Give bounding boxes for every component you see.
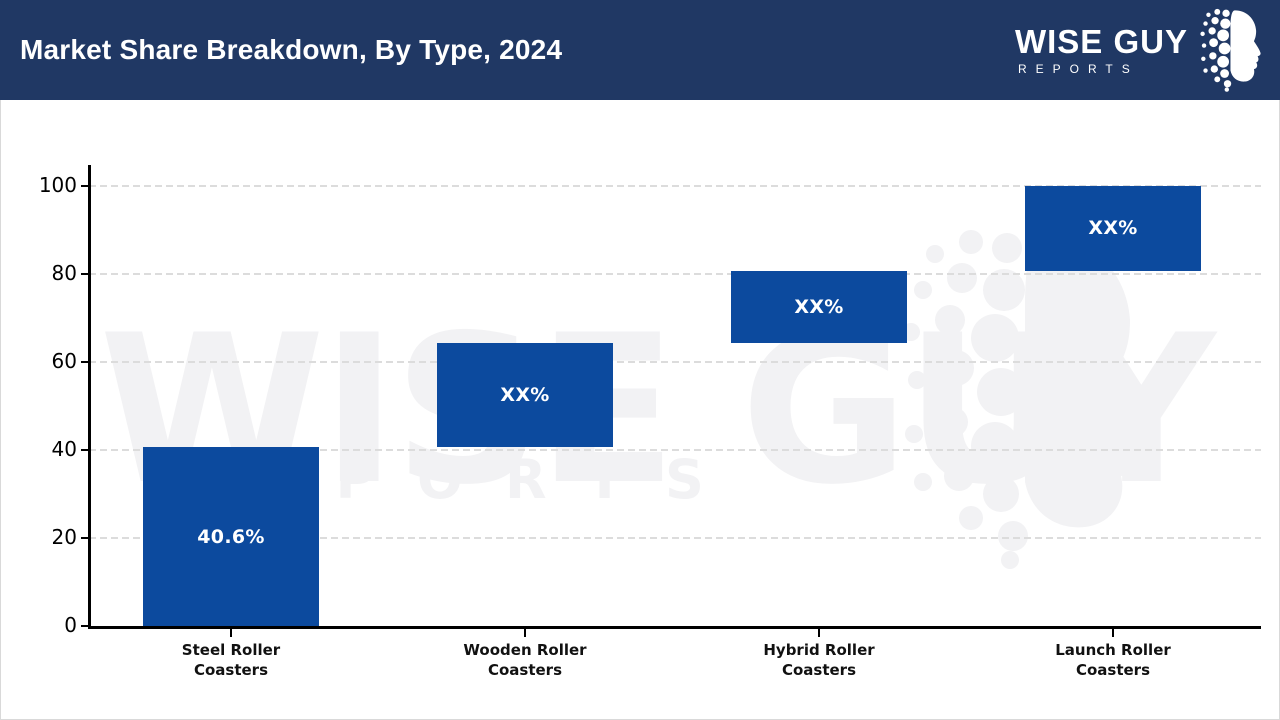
- y-tick-label: 40: [51, 437, 77, 461]
- x-category-line: Coasters: [781, 661, 857, 679]
- x-category-label: Wooden Roller Coasters: [415, 640, 635, 680]
- y-tick-mark: [81, 361, 89, 363]
- bar-value-label: XX%: [794, 295, 844, 318]
- bar-segment: 40.6%: [143, 447, 319, 626]
- x-category-line: Coasters: [193, 661, 269, 679]
- gridline: [89, 537, 1261, 539]
- y-tick-mark: [81, 537, 89, 539]
- wiseguy-logo: WISE GUY REPORTS: [1015, 6, 1266, 94]
- x-tick-mark: [1112, 629, 1114, 637]
- logo-wordmark: WISE GUY: [1014, 22, 1188, 60]
- bar-segment: XX%: [437, 343, 613, 448]
- logo-text: WISE GUY REPORTS: [1014, 22, 1188, 76]
- y-tick-label: 80: [51, 261, 77, 285]
- y-tick-label: 100: [38, 173, 77, 197]
- gridline: [89, 449, 1261, 451]
- y-tick-mark: [81, 449, 89, 451]
- x-category-line: Launch Roller: [1055, 641, 1171, 659]
- x-category-line: Wooden Roller: [463, 641, 587, 659]
- y-tick-mark: [81, 273, 89, 275]
- bar-segment: XX%: [1025, 186, 1201, 271]
- x-category-line: Coasters: [487, 661, 563, 679]
- y-tick-mark: [81, 625, 89, 627]
- x-category-label: Launch Roller Coasters: [1003, 640, 1223, 680]
- gridline: [89, 273, 1261, 275]
- header: Market Share Breakdown, By Type, 2024 WI…: [0, 0, 1280, 100]
- bar-value-label: XX%: [500, 384, 550, 407]
- x-tick-mark: [230, 629, 232, 637]
- y-tick-label: 20: [51, 525, 77, 549]
- y-tick-label: 60: [51, 349, 77, 373]
- x-tick-mark: [818, 629, 820, 637]
- x-axis-line: [88, 626, 1261, 629]
- bar-segment: XX%: [731, 270, 907, 344]
- x-category-line: Hybrid Roller: [763, 641, 875, 659]
- x-category-label: Hybrid Roller Coasters: [709, 640, 929, 680]
- gridline: [89, 185, 1261, 187]
- gridline: [89, 361, 1261, 363]
- x-tick-mark: [524, 629, 526, 637]
- bar-value-label: XX%: [1088, 217, 1138, 240]
- chart-canvas: WISE GUY REPORTS 0 20 40 60 80 100 40.6% Steel …: [0, 100, 1280, 720]
- x-category-line: Steel Roller: [181, 641, 281, 659]
- waterfall-chart: 0 20 40 60 80 100 40.6% Steel Roller Coasters XX%…: [1, 100, 1279, 719]
- y-tick-mark: [81, 185, 89, 187]
- y-tick-label: 0: [64, 613, 77, 637]
- bar-value-label: 40.6%: [197, 525, 265, 548]
- logo-subtitle: REPORTS: [1017, 61, 1139, 76]
- x-category-line: Coasters: [1075, 661, 1151, 679]
- x-category-label: Steel Roller Coasters: [121, 640, 341, 680]
- wiseguy-head-icon: [1192, 6, 1266, 94]
- page-title: Market Share Breakdown, By Type, 2024: [20, 34, 563, 65]
- y-axis-line: [88, 165, 91, 629]
